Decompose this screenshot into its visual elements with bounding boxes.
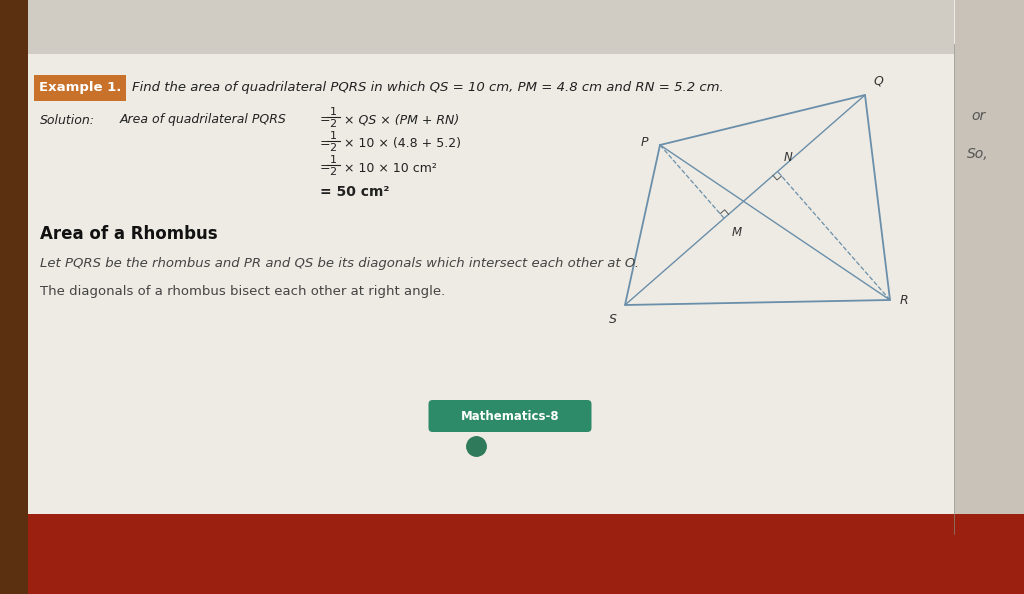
- Text: Solution:: Solution:: [40, 113, 95, 127]
- Text: = 50 cm²: = 50 cm²: [319, 185, 389, 199]
- Text: 1: 1: [330, 155, 337, 165]
- FancyBboxPatch shape: [428, 400, 592, 432]
- Bar: [0, 514, 1024, 594]
- Text: Let PQRS be the rhombus and PR and QS be its diagonals which intersect each othe: Let PQRS be the rhombus and PR and QS be…: [40, 258, 639, 270]
- Text: =: =: [319, 137, 331, 150]
- Text: M: M: [732, 226, 742, 239]
- Text: 1: 1: [330, 107, 337, 117]
- Bar: [0, 0, 28, 594]
- Text: R: R: [900, 293, 908, 307]
- Text: Mathematics-8: Mathematics-8: [461, 409, 559, 422]
- Text: N: N: [783, 150, 793, 163]
- Text: S: S: [609, 313, 617, 326]
- FancyBboxPatch shape: [34, 75, 126, 101]
- Text: =: =: [319, 162, 331, 175]
- Bar: [28, 0, 954, 54]
- Text: 2: 2: [330, 167, 337, 177]
- Text: Q: Q: [873, 74, 883, 87]
- Text: × QS × (PM + RN): × QS × (PM + RN): [344, 113, 459, 127]
- Bar: [955, 0, 1024, 594]
- Text: Find the area of quadrilateral PQRS in which QS = 10 cm, PM = 4.8 cm and RN = 5.: Find the area of quadrilateral PQRS in w…: [132, 81, 724, 94]
- Text: Area of a Rhombus: Area of a Rhombus: [40, 225, 218, 243]
- Text: =: =: [319, 113, 331, 127]
- Text: 1: 1: [330, 131, 337, 141]
- Bar: [28, 44, 978, 534]
- Text: 2: 2: [330, 119, 337, 129]
- Text: So,: So,: [968, 147, 989, 161]
- Text: × 10 × (4.8 + 5.2): × 10 × (4.8 + 5.2): [344, 137, 461, 150]
- Bar: [0, 0, 28, 594]
- Text: 2: 2: [330, 143, 337, 153]
- Text: P: P: [640, 137, 648, 150]
- Text: × 10 × 10 cm²: × 10 × 10 cm²: [344, 162, 437, 175]
- Text: or: or: [971, 109, 985, 123]
- Text: The diagonals of a rhombus bisect each other at right angle.: The diagonals of a rhombus bisect each o…: [40, 285, 445, 298]
- Text: Area of quadrilateral PQRS: Area of quadrilateral PQRS: [120, 113, 287, 127]
- Text: Example 1.: Example 1.: [39, 81, 121, 94]
